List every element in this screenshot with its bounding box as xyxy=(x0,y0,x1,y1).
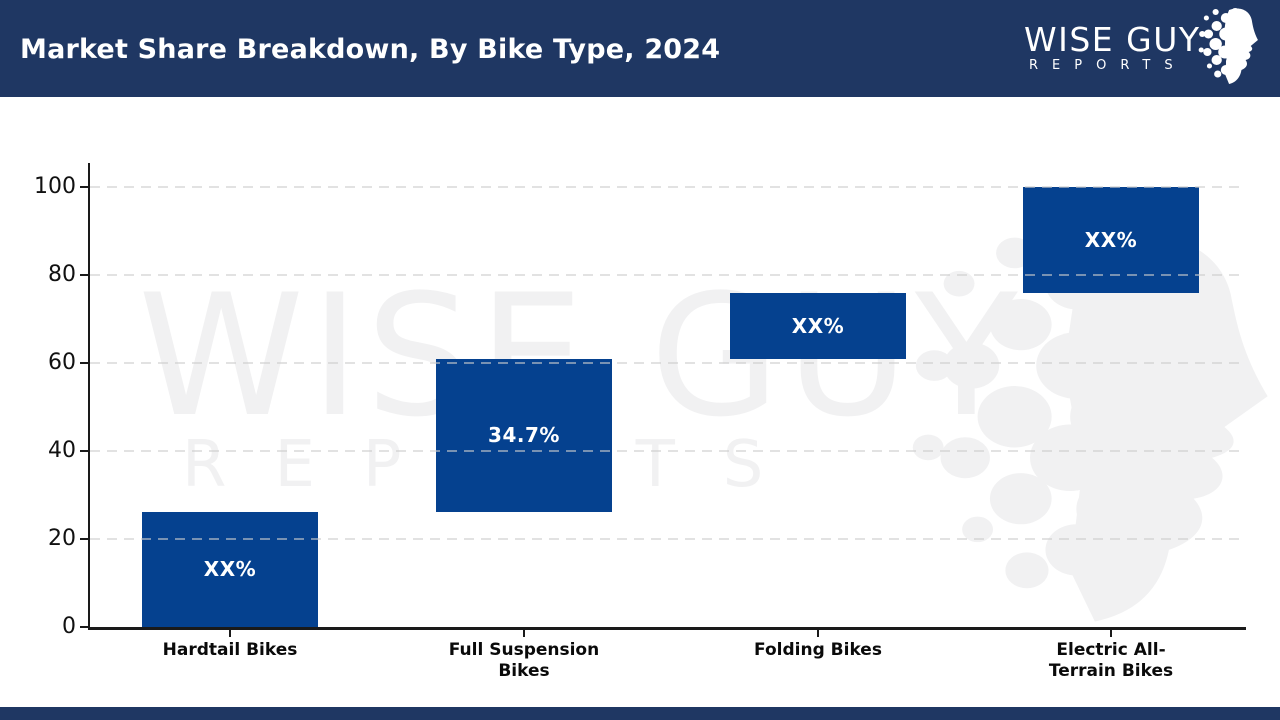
y-tick-mark xyxy=(80,626,88,628)
header-band: Market Share Breakdown, By Bike Type, 20… xyxy=(0,0,1280,97)
bar-value-label: XX% xyxy=(791,313,845,338)
watermark-dotted-head-icon xyxy=(912,232,1268,622)
y-tick-mark xyxy=(80,538,88,540)
x-axis-line xyxy=(88,627,1246,630)
y-tick-label: 0 xyxy=(62,614,76,639)
x-category-line: Hardtail Bikes xyxy=(162,640,298,660)
y-tick-mark xyxy=(80,274,88,276)
gridline xyxy=(90,274,1246,276)
x-category-label: Full Suspension Bikes xyxy=(394,640,654,682)
bar-value-label: 34.7% xyxy=(488,423,560,448)
logo-wordmark: WISE GUY xyxy=(1024,20,1201,59)
x-category-line: Electric All- xyxy=(1056,640,1166,660)
bar-segment: XX% xyxy=(1023,187,1199,293)
footer-band xyxy=(0,707,1280,720)
gridline xyxy=(90,186,1246,188)
gridline xyxy=(90,450,1246,452)
y-tick-label: 80 xyxy=(48,262,76,287)
x-tick-mark xyxy=(817,630,819,637)
x-category-line: Terrain Bikes xyxy=(1048,661,1174,681)
bar-value-label: XX% xyxy=(1084,227,1138,252)
dotted-head-icon xyxy=(1198,8,1258,84)
x-category-label: Folding Bikes xyxy=(688,640,948,661)
x-category-line: Bikes xyxy=(498,661,550,681)
bar-segment: XX% xyxy=(142,511,318,627)
x-tick-mark xyxy=(1110,630,1112,637)
x-category-line: Full Suspension xyxy=(448,640,600,660)
gridline xyxy=(90,538,1246,540)
y-tick-label: 40 xyxy=(48,438,76,463)
wiseguy-logo: WISE GUY REPORTS xyxy=(1024,0,1274,97)
gridline xyxy=(90,362,1246,364)
chart-title: Market Share Breakdown, By Bike Type, 20… xyxy=(20,34,721,65)
y-tick-label: 60 xyxy=(48,350,76,375)
x-category-label: Hardtail Bikes xyxy=(100,640,360,661)
logo-reports-text: REPORTS xyxy=(1029,58,1187,73)
x-tick-mark xyxy=(229,630,231,637)
y-tick-mark xyxy=(80,362,88,364)
y-tick-label: 100 xyxy=(34,174,76,199)
x-category-label: Electric All- Terrain Bikes xyxy=(981,640,1241,682)
x-tick-mark xyxy=(523,630,525,637)
y-tick-mark xyxy=(80,186,88,188)
y-axis-line xyxy=(88,163,90,630)
bar-segment: 34.7% xyxy=(436,359,612,512)
bar-segment: XX% xyxy=(730,292,906,360)
x-category-line: Folding Bikes xyxy=(754,640,882,660)
y-tick-mark xyxy=(80,450,88,452)
y-tick-label: 20 xyxy=(48,526,76,551)
bar-value-label: XX% xyxy=(203,557,257,582)
